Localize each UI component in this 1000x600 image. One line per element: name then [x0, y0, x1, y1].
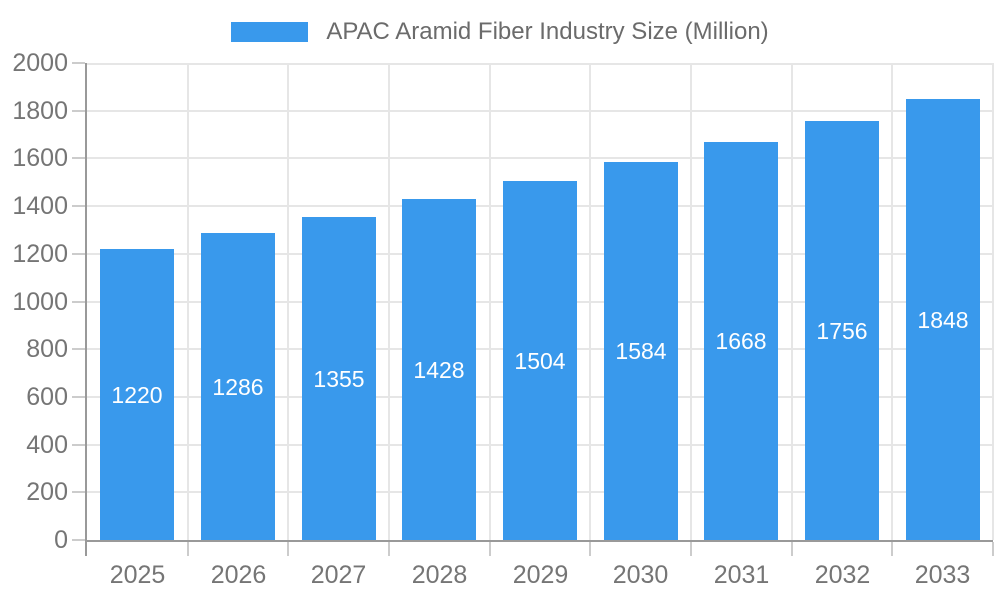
x-axis-tick: [589, 542, 591, 556]
y-tick-label: 1600: [12, 144, 68, 172]
x-tick-label: 2026: [210, 561, 267, 589]
y-axis-tick: [72, 157, 85, 159]
gridline-horizontal: [87, 110, 993, 112]
y-tick-label: 2000: [12, 49, 68, 77]
gridline-vertical: [891, 63, 893, 540]
y-axis-line: [85, 63, 87, 556]
gridline-vertical: [589, 63, 591, 540]
bar-value-label: 1504: [514, 348, 566, 374]
bar: [302, 217, 376, 540]
x-tick-label: 2027: [310, 561, 367, 589]
bar-value-label: 1848: [917, 307, 969, 333]
bar: [906, 99, 980, 540]
x-tick-label: 2025: [109, 561, 166, 589]
y-axis-tick: [72, 62, 85, 64]
bar-value-label: 1668: [715, 328, 767, 354]
y-axis-tick: [72, 396, 85, 398]
legend-label: APAC Aramid Fiber Industry Size (Million…: [326, 18, 769, 45]
y-axis-tick: [72, 301, 85, 303]
y-tick-label: 1200: [12, 240, 68, 268]
legend: APAC Aramid Fiber Industry Size (Million…: [0, 16, 1000, 48]
bar: [201, 233, 275, 540]
x-tick-label: 2032: [814, 561, 871, 589]
gridline-horizontal: [87, 157, 993, 159]
y-tick-label: 200: [26, 478, 68, 506]
gridline-vertical: [388, 63, 390, 540]
y-axis-tick: [72, 205, 85, 207]
gridline-vertical: [690, 63, 692, 540]
y-axis-tick: [72, 539, 85, 541]
x-tick-label: 2029: [512, 561, 569, 589]
bar: [704, 142, 778, 540]
y-axis-tick: [72, 491, 85, 493]
x-axis-tick: [489, 542, 491, 556]
bar-value-label: 1756: [816, 318, 868, 344]
bar: [805, 121, 879, 540]
y-axis-tick: [72, 253, 85, 255]
y-tick-label: 1800: [12, 97, 68, 125]
bar-value-label: 1428: [413, 357, 465, 383]
x-axis-line: [85, 540, 993, 542]
gridline-vertical: [489, 63, 491, 540]
gridline-vertical: [992, 63, 994, 540]
x-tick-label: 2030: [612, 561, 669, 589]
x-tick-label: 2033: [914, 561, 971, 589]
y-tick-label: 0: [54, 526, 68, 554]
x-axis-tick: [187, 542, 189, 556]
y-tick-label: 1400: [12, 192, 68, 220]
x-axis-tick: [891, 542, 893, 556]
bar: [100, 249, 174, 540]
plot-area: 1220 1286 1355 1428 1504 1584 1668 1756 1848: [87, 63, 994, 540]
bar-value-label: 1220: [111, 382, 163, 408]
x-axis-tick: [388, 542, 390, 556]
x-axis-tick: [992, 542, 994, 556]
x-axis-tick: [791, 542, 793, 556]
y-tick-label: 800: [26, 335, 68, 363]
x-tick-label: 2028: [411, 561, 468, 589]
bar: [604, 162, 678, 540]
gridline-vertical: [287, 63, 289, 540]
gridline-vertical: [791, 63, 793, 540]
bar-value-label: 1286: [212, 374, 264, 400]
y-tick-label: 1000: [12, 288, 68, 316]
y-axis-tick: [72, 444, 85, 446]
gridline-horizontal: [87, 63, 993, 65]
bar: [402, 199, 476, 540]
y-tick-label: 600: [26, 383, 68, 411]
gridline-vertical: [187, 63, 189, 540]
x-axis-tick: [287, 542, 289, 556]
x-axis-tick: [690, 542, 692, 556]
legend-swatch: [231, 22, 309, 42]
bar: [503, 181, 577, 540]
y-axis-tick: [72, 348, 85, 350]
x-tick-label: 2031: [713, 561, 770, 589]
bar-value-label: 1355: [313, 366, 365, 392]
y-tick-label: 400: [26, 431, 68, 459]
bar-value-label: 1584: [615, 338, 667, 364]
y-axis-tick: [72, 110, 85, 112]
